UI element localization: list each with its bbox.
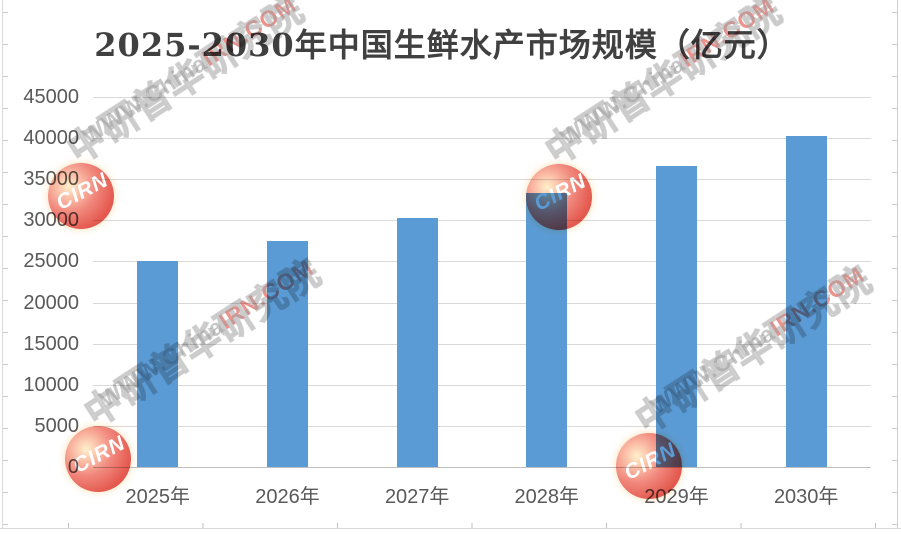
x-axis-tick-label: 2027年: [384, 486, 450, 508]
spreadsheet-column-line-left: [2, 0, 3, 528]
spreadsheet-row-ticks-left: [3, 12, 8, 528]
gridline: [93, 138, 871, 140]
gridline: [93, 425, 871, 427]
bar-2030年[interactable]: [785, 135, 827, 467]
bar-2025年[interactable]: [137, 261, 179, 467]
x-axis-tick-label: 2026年: [255, 486, 320, 508]
y-axis-tick-label: 15000: [23, 332, 79, 355]
y-axis-tick-label: 35000: [23, 168, 79, 191]
chart-title: 2025-2030年中国生鲜水产市场规模（亿元）: [94, 26, 790, 64]
gridline: [93, 302, 871, 304]
spreadsheet-row-ticks-right: [892, 12, 897, 528]
bar-2028年[interactable]: [526, 193, 568, 467]
spreadsheet-column-ticks-bottom: [68, 523, 901, 528]
y-axis-tick-label: 40000: [23, 127, 79, 150]
spreadsheet-column-line-right: [897, 0, 898, 528]
y-axis-tick-label: 5000: [34, 414, 80, 437]
gridline: [93, 343, 871, 345]
bar-2026年[interactable]: [267, 240, 308, 467]
bar-2027年[interactable]: [396, 218, 438, 467]
y-axis-tick-label: 25000: [23, 250, 79, 273]
x-axis-tick-label: 2028年: [514, 486, 580, 508]
y-axis-tick-label: 10000: [23, 373, 79, 396]
y-axis-tick-label: 30000: [23, 209, 79, 232]
bar-2029年[interactable]: [656, 166, 697, 467]
y-axis-tick-label: 45000: [23, 86, 79, 108]
spreadsheet-row-line-bottom: [0, 528, 901, 529]
y-axis-tick-label: 0: [67, 456, 79, 478]
x-axis-tick-label: 2029年: [644, 486, 709, 508]
x-axis-tick-label: 2025年: [125, 486, 191, 508]
x-axis-line: [93, 467, 871, 468]
gridline: [93, 97, 871, 98]
gridline: [93, 179, 871, 181]
gridline: [93, 384, 871, 386]
x-axis-tick-label: 2030年: [773, 486, 839, 508]
y-axis-tick-label: 20000: [23, 291, 79, 314]
gridline: [93, 261, 871, 263]
gridline: [93, 220, 871, 222]
